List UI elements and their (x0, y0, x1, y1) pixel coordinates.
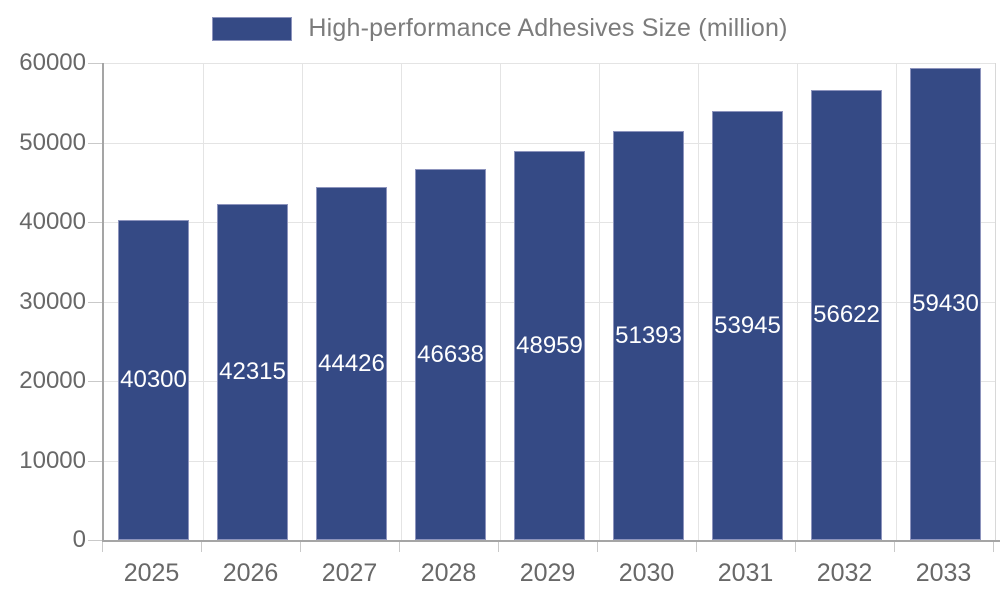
bar: 53945 (712, 111, 783, 540)
bar: 46638 (415, 169, 486, 540)
x-axis-tick-label: 2029 (519, 559, 576, 587)
y-axis-tick-label: 50000 (19, 128, 86, 156)
x-axis-tick-label: 2033 (915, 559, 972, 587)
x-axis-tick-mark (696, 542, 697, 552)
bar-value-label: 42315 (219, 358, 286, 385)
y-axis-tick-mark (88, 222, 102, 223)
y-axis-tick-label: 20000 (19, 367, 86, 394)
y-axis-tick-mark (88, 381, 102, 382)
x-gridline (401, 63, 402, 540)
bar: 48959 (514, 151, 585, 540)
x-gridline (698, 63, 699, 540)
x-axis-tick-mark (300, 542, 301, 552)
y-axis-tick-label: 0 (72, 526, 86, 553)
bar-value-label: 40300 (120, 366, 187, 393)
x-axis-tick-mark (201, 542, 202, 552)
y-axis-tick-mark (88, 540, 102, 541)
y-axis-tick-mark (88, 142, 102, 144)
x-axis-tick-mark (498, 542, 499, 552)
x-axis-line (102, 540, 1000, 542)
bar-value-label: 53945 (714, 311, 781, 339)
x-axis-tick-mark (399, 542, 400, 552)
bar: 40300 (118, 220, 189, 540)
y-gridline (104, 142, 995, 144)
y-axis-tick-label: 40000 (19, 208, 86, 235)
bar: 42315 (217, 204, 288, 540)
x-axis-tick-mark (894, 542, 895, 552)
x-axis-tick-label: 2026 (222, 559, 279, 587)
bar-value-label: 46638 (417, 340, 484, 368)
x-axis-tick-label: 2028 (420, 559, 477, 587)
y-axis-tick-mark (88, 63, 102, 64)
bar: 44426 (316, 187, 387, 540)
x-axis-tick-mark (597, 542, 598, 552)
x-axis-tick-label: 2025 (123, 559, 180, 587)
x-axis-tick-label: 2030 (618, 559, 675, 587)
y-axis-tick-mark (88, 460, 102, 462)
bar-value-label: 48959 (516, 331, 583, 359)
x-gridline (599, 63, 600, 540)
x-gridline (896, 63, 897, 540)
x-axis-tick-label: 2031 (717, 559, 774, 587)
x-axis-tick-mark (102, 542, 103, 552)
y-axis-tick-label: 30000 (19, 287, 86, 315)
x-gridline (203, 63, 204, 540)
x-gridline (500, 63, 501, 540)
y-axis-tick-label: 10000 (19, 446, 86, 474)
x-axis-tick-mark (795, 542, 796, 552)
bar: 59430 (910, 68, 981, 540)
y-axis-tick-label: 60000 (19, 49, 86, 76)
bar-value-label: 56622 (813, 301, 880, 328)
y-gridline (104, 63, 995, 64)
bar-value-label: 51393 (615, 321, 682, 349)
bar: 56622 (811, 90, 882, 540)
x-axis-tick-mark (993, 542, 994, 552)
x-axis-tick-label: 2032 (816, 559, 873, 587)
bar-value-label: 59430 (912, 290, 979, 317)
plot-area: 40300 42315 44426 46638 48959 51393 53945 56622… (102, 63, 996, 540)
legend-swatch (212, 16, 293, 41)
x-gridline (797, 63, 798, 540)
bar-value-label: 44426 (318, 349, 385, 377)
legend: High-performance Adhesives Size (million… (0, 14, 1000, 43)
x-axis-tick-label: 2027 (321, 559, 378, 587)
y-axis-tick-mark (88, 301, 102, 303)
bar: 51393 (613, 131, 684, 540)
legend-label: High-performance Adhesives Size (million… (308, 14, 788, 42)
x-gridline (302, 63, 303, 540)
